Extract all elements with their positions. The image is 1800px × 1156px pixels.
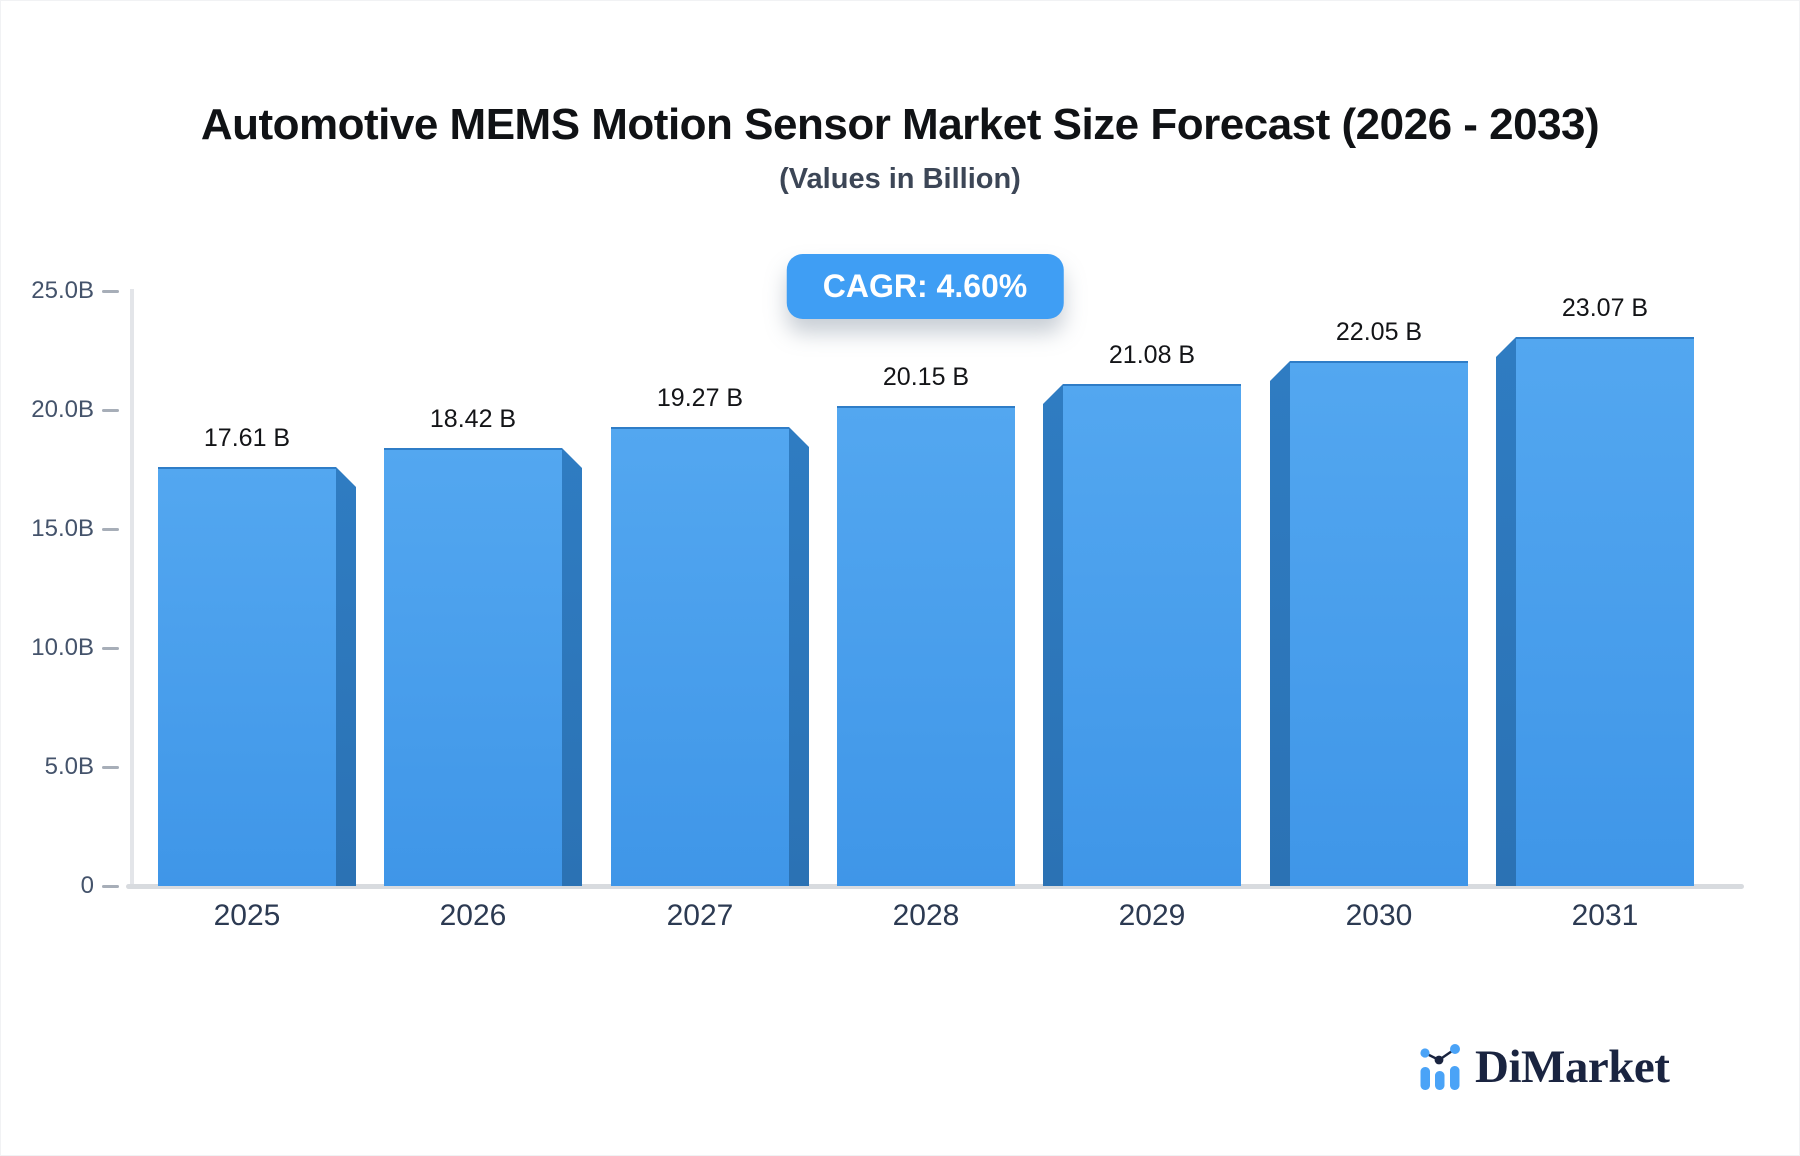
y-axis-label: 0 bbox=[80, 872, 94, 899]
bar-3d-side bbox=[1496, 337, 1516, 886]
chart-subtitle: (Values in Billion) bbox=[779, 163, 1021, 195]
bar-value-label: 18.42 B bbox=[429, 405, 517, 433]
bar-2028 bbox=[837, 406, 1015, 886]
bar-2026 bbox=[384, 448, 562, 886]
dimarket-logo-text: DiMarket bbox=[1475, 1041, 1670, 1093]
y-axis-tick bbox=[102, 409, 119, 412]
bar-3d-side bbox=[336, 467, 356, 886]
bar-value-label: 20.15 B bbox=[882, 363, 970, 391]
bar-value-label: 22.05 B bbox=[1335, 318, 1423, 346]
bar-2030 bbox=[1290, 361, 1468, 886]
bar-value-label: 23.07 B bbox=[1561, 294, 1649, 322]
bar-3d-side bbox=[1043, 384, 1063, 886]
y-axis-label: 5.0B bbox=[44, 753, 94, 780]
y-axis-line bbox=[130, 289, 134, 886]
y-axis-label: 25.0B bbox=[31, 277, 94, 304]
bar-2025 bbox=[158, 467, 336, 886]
dimarket-logo: DiMarket bbox=[1418, 1040, 1670, 1093]
x-axis-label: 2025 bbox=[213, 899, 281, 932]
y-axis-tick bbox=[102, 647, 119, 650]
y-axis-label: 10.0B bbox=[31, 634, 94, 661]
y-axis-label: 15.0B bbox=[31, 515, 94, 542]
cagr-badge: CAGR: 4.60% bbox=[786, 254, 1064, 319]
x-axis-line bbox=[126, 884, 1744, 889]
bar-value-label: 17.61 B bbox=[203, 424, 291, 452]
bar-3d-side bbox=[789, 427, 809, 886]
x-axis-label: 2028 bbox=[892, 899, 960, 932]
bar-3d-side bbox=[1270, 361, 1290, 886]
y-axis-tick bbox=[102, 528, 119, 531]
bar-value-label: 19.27 B bbox=[656, 384, 744, 412]
x-axis-label: 2030 bbox=[1345, 899, 1413, 932]
bar-3d-side bbox=[562, 448, 582, 886]
x-axis-label: 2029 bbox=[1118, 899, 1186, 932]
y-axis-tick bbox=[102, 290, 119, 293]
y-axis-tick bbox=[102, 885, 119, 888]
bar-value-label: 21.08 B bbox=[1108, 341, 1196, 369]
y-axis-label: 20.0B bbox=[31, 396, 94, 423]
x-axis-label: 2031 bbox=[1571, 899, 1639, 932]
bar-2027 bbox=[611, 427, 789, 886]
dimarket-logo-icon bbox=[1420, 1044, 1460, 1090]
bar-2031 bbox=[1516, 337, 1694, 886]
y-axis-tick bbox=[102, 766, 119, 769]
x-axis-label: 2026 bbox=[439, 899, 507, 932]
x-axis-label: 2027 bbox=[666, 899, 734, 932]
bar-2029 bbox=[1063, 384, 1241, 886]
chart-title: Automotive MEMS Motion Sensor Market Siz… bbox=[200, 100, 1600, 149]
